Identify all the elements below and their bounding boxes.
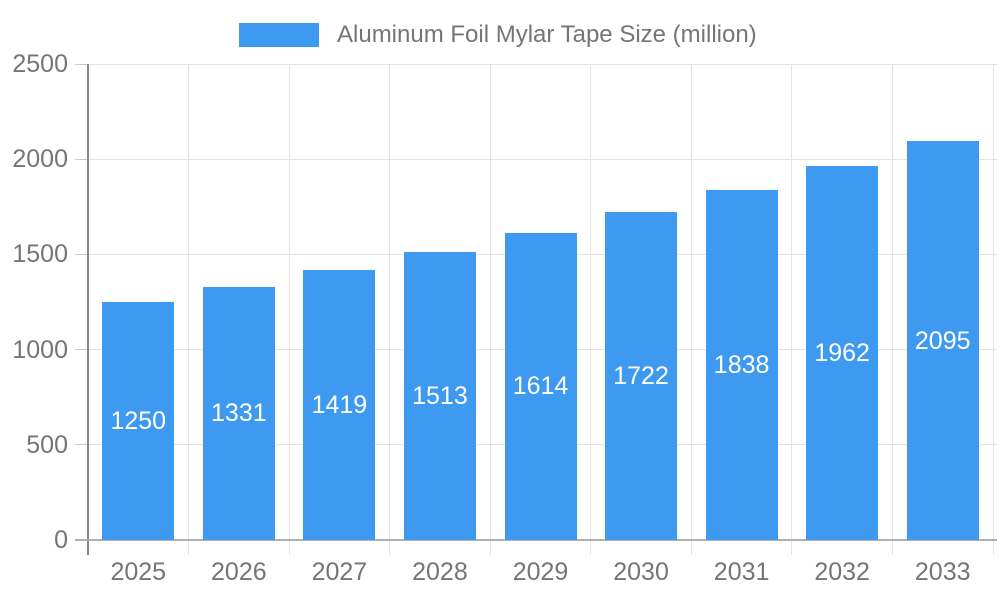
bar-2033[interactable] [906,141,979,540]
bar-2031[interactable] [705,190,778,540]
y-axis-tick-label: 1500 [12,240,68,269]
y-axis-tick-label: 2500 [12,50,68,78]
x-axis-tick-label: 2031 [713,558,770,586]
x-axis-tick-label: 2026 [211,558,267,586]
bar-2028[interactable] [403,251,476,540]
bar-value-label: 1513 [412,381,468,410]
legend-label: Aluminum Foil Mylar Tape Size (million) [337,21,757,48]
x-axis-tick-label: 2032 [814,558,870,586]
y-axis-tick-label: 0 [54,526,68,554]
bar-2032[interactable] [806,166,879,540]
y-gridline [88,63,997,65]
y-axis-tick-label: 2000 [12,145,68,174]
x-axis-line [75,539,997,541]
x-axis-tick-label: 2029 [512,558,569,586]
bar-value-label: 1614 [512,372,569,401]
y-axis-tick-label: 500 [26,430,68,459]
legend-swatch-icon [239,23,319,47]
x-gridline [992,64,994,555]
bar-2026[interactable] [202,286,275,540]
x-gridline [188,64,190,555]
y-gridline [88,158,997,160]
x-axis-tick-label: 2025 [110,558,167,586]
bar-value-label: 1331 [211,399,267,428]
y-tick-mark [75,158,88,160]
y-tick-mark [75,444,88,446]
bar-value-label: 1838 [713,351,770,380]
y-tick-mark [75,349,88,351]
bar-value-label: 1250 [110,407,167,435]
bar-value-label: 1722 [613,362,669,391]
bar-2029[interactable] [504,232,577,540]
x-gridline [690,64,692,555]
bar-2025[interactable] [102,302,175,540]
bar-2027[interactable] [303,269,376,540]
y-axis-line [87,64,89,555]
x-gridline [389,64,391,555]
y-tick-mark [75,63,88,65]
x-axis-tick-label: 2027 [311,558,368,586]
bar-2030[interactable] [605,212,678,540]
bar-value-label: 1962 [814,339,870,368]
x-axis-tick-label: 2033 [914,558,971,586]
y-tick-mark [75,253,88,255]
x-gridline [590,64,592,555]
legend[interactable]: Aluminum Foil Mylar Tape Size (million) [239,21,757,49]
y-axis-tick-label: 1000 [12,335,68,364]
x-axis-tick-label: 2028 [412,558,468,586]
x-gridline [288,64,290,555]
x-gridline [891,64,893,555]
bar-value-label: 1419 [311,390,368,419]
bar-value-label: 2095 [914,326,971,355]
x-gridline [791,64,793,555]
x-gridline [489,64,491,555]
x-axis-tick-label: 2030 [613,558,669,586]
